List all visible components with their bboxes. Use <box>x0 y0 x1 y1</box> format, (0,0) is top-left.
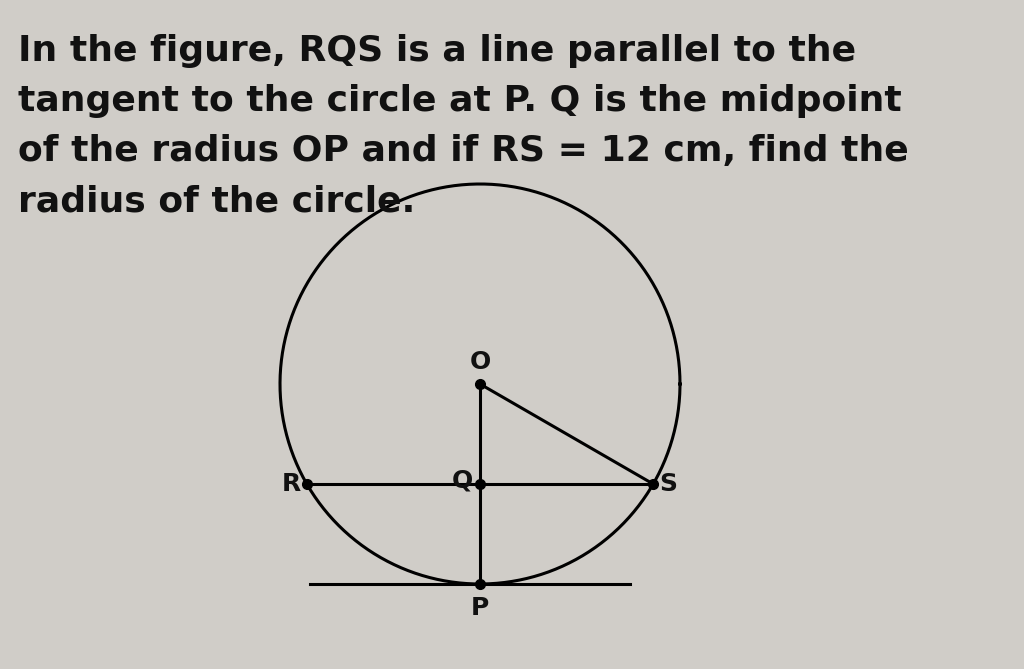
Text: of the radius OP and if RS = 12 cm, find the: of the radius OP and if RS = 12 cm, find… <box>18 134 908 168</box>
Text: Q: Q <box>452 468 473 492</box>
Text: P: P <box>471 596 489 620</box>
Text: R: R <box>282 472 301 496</box>
Text: O: O <box>469 351 490 375</box>
Text: S: S <box>659 472 677 496</box>
Text: tangent to the circle at P. Q is the midpoint: tangent to the circle at P. Q is the mid… <box>18 84 902 118</box>
Text: radius of the circle.: radius of the circle. <box>18 184 416 218</box>
Text: In the figure, RQS is a line parallel to the: In the figure, RQS is a line parallel to… <box>18 34 856 68</box>
